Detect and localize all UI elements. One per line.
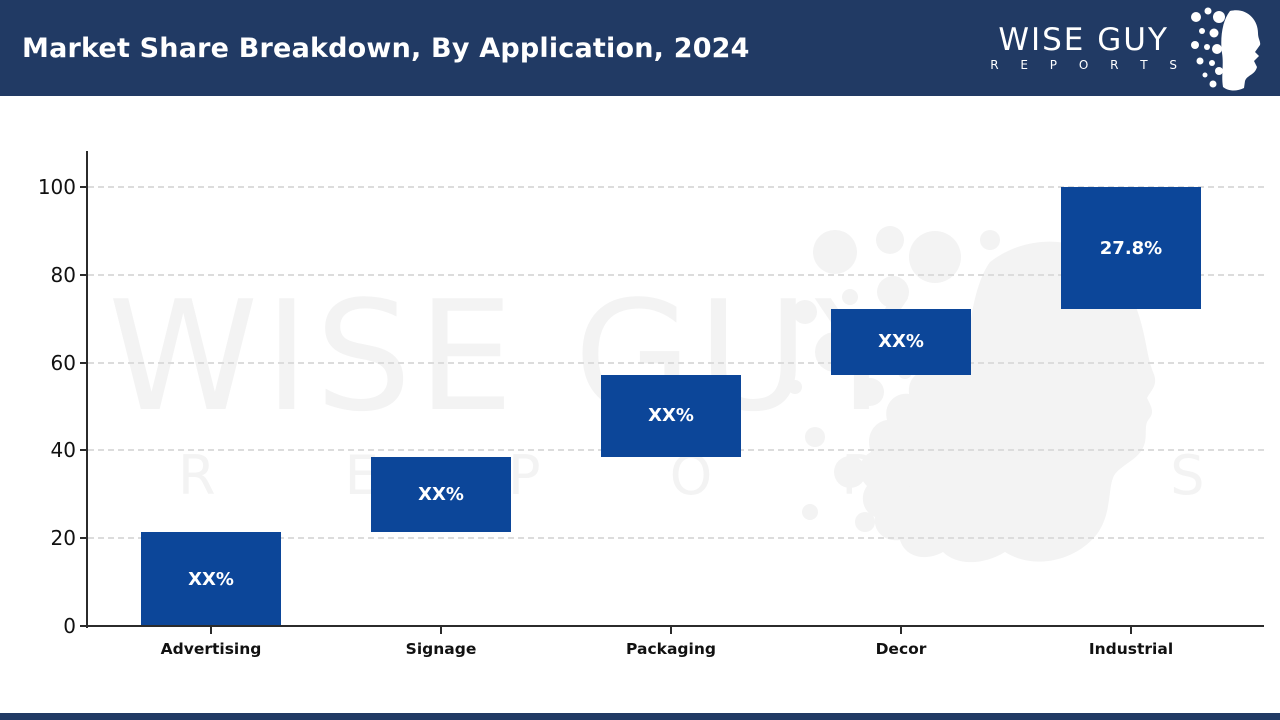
ytick-label-20: 20 bbox=[50, 526, 76, 551]
category-label-industrial: Industrial bbox=[1088, 640, 1174, 658]
ytick-label-60: 60 bbox=[50, 350, 76, 375]
gridline-y60 bbox=[88, 361, 1264, 364]
bar-label-packaging: XX% bbox=[648, 405, 694, 427]
page-title: Market Share Breakdown, By Application, … bbox=[22, 32, 750, 64]
xtick-mark-signage bbox=[440, 627, 442, 634]
logo-text: WISE GUY R E P O R T S bbox=[981, 24, 1186, 72]
ytick-mark-60 bbox=[80, 361, 87, 364]
ytick-mark-40 bbox=[80, 449, 87, 452]
bar-label-signage: XX% bbox=[418, 483, 464, 505]
bar-advertising: XX% bbox=[141, 532, 281, 626]
logo-face-icon bbox=[1191, 7, 1261, 91]
category-label-signage: Signage bbox=[405, 640, 477, 658]
ytick-label-100: 100 bbox=[37, 175, 76, 199]
bar-label-decor: XX% bbox=[878, 331, 924, 353]
xtick-mark-packaging bbox=[670, 627, 672, 634]
bar-label-advertising: XX% bbox=[188, 568, 234, 590]
xtick-mark-advertising bbox=[210, 627, 212, 634]
ytick-mark-100 bbox=[80, 186, 87, 188]
wise-guy-reports-logo: WISE GUY R E P O R T S bbox=[981, 5, 1266, 91]
category-label-advertising: Advertising bbox=[160, 640, 262, 658]
header-bar: Market Share Breakdown, By Application, … bbox=[0, 0, 1280, 96]
y-axis-line bbox=[86, 151, 88, 628]
x-axis-line bbox=[86, 625, 1264, 627]
bar-label-industrial: 27.8% bbox=[1099, 237, 1163, 259]
xtick-mark-industrial bbox=[1130, 627, 1132, 634]
footer-bar bbox=[0, 713, 1280, 720]
gridline-y80 bbox=[88, 273, 1264, 276]
category-label-decor: Decor bbox=[875, 640, 927, 658]
ytick-label-0: 0 bbox=[63, 614, 76, 638]
ytick-label-80: 80 bbox=[50, 262, 76, 287]
logo-reports-label: R E P O R T S bbox=[990, 58, 1186, 72]
logo-wiseguy-label: WISE GUY bbox=[998, 22, 1169, 58]
bar-packaging: XX% bbox=[601, 374, 741, 457]
gridline-y100 bbox=[88, 186, 1264, 188]
gridline-y20 bbox=[88, 537, 1264, 540]
ytick-mark-20 bbox=[80, 537, 87, 540]
ytick-label-40: 40 bbox=[50, 438, 76, 463]
bar-decor: XX% bbox=[831, 309, 971, 375]
ytick-mark-80 bbox=[80, 273, 87, 276]
watermark-wiseguy-text: WISE GUY bbox=[108, 268, 914, 445]
bar-signage: XX% bbox=[371, 456, 511, 533]
category-label-packaging: Packaging bbox=[626, 640, 716, 658]
bar-industrial: 27.8% bbox=[1061, 187, 1201, 310]
ytick-mark-0 bbox=[80, 625, 87, 627]
xtick-mark-decor bbox=[900, 627, 902, 634]
